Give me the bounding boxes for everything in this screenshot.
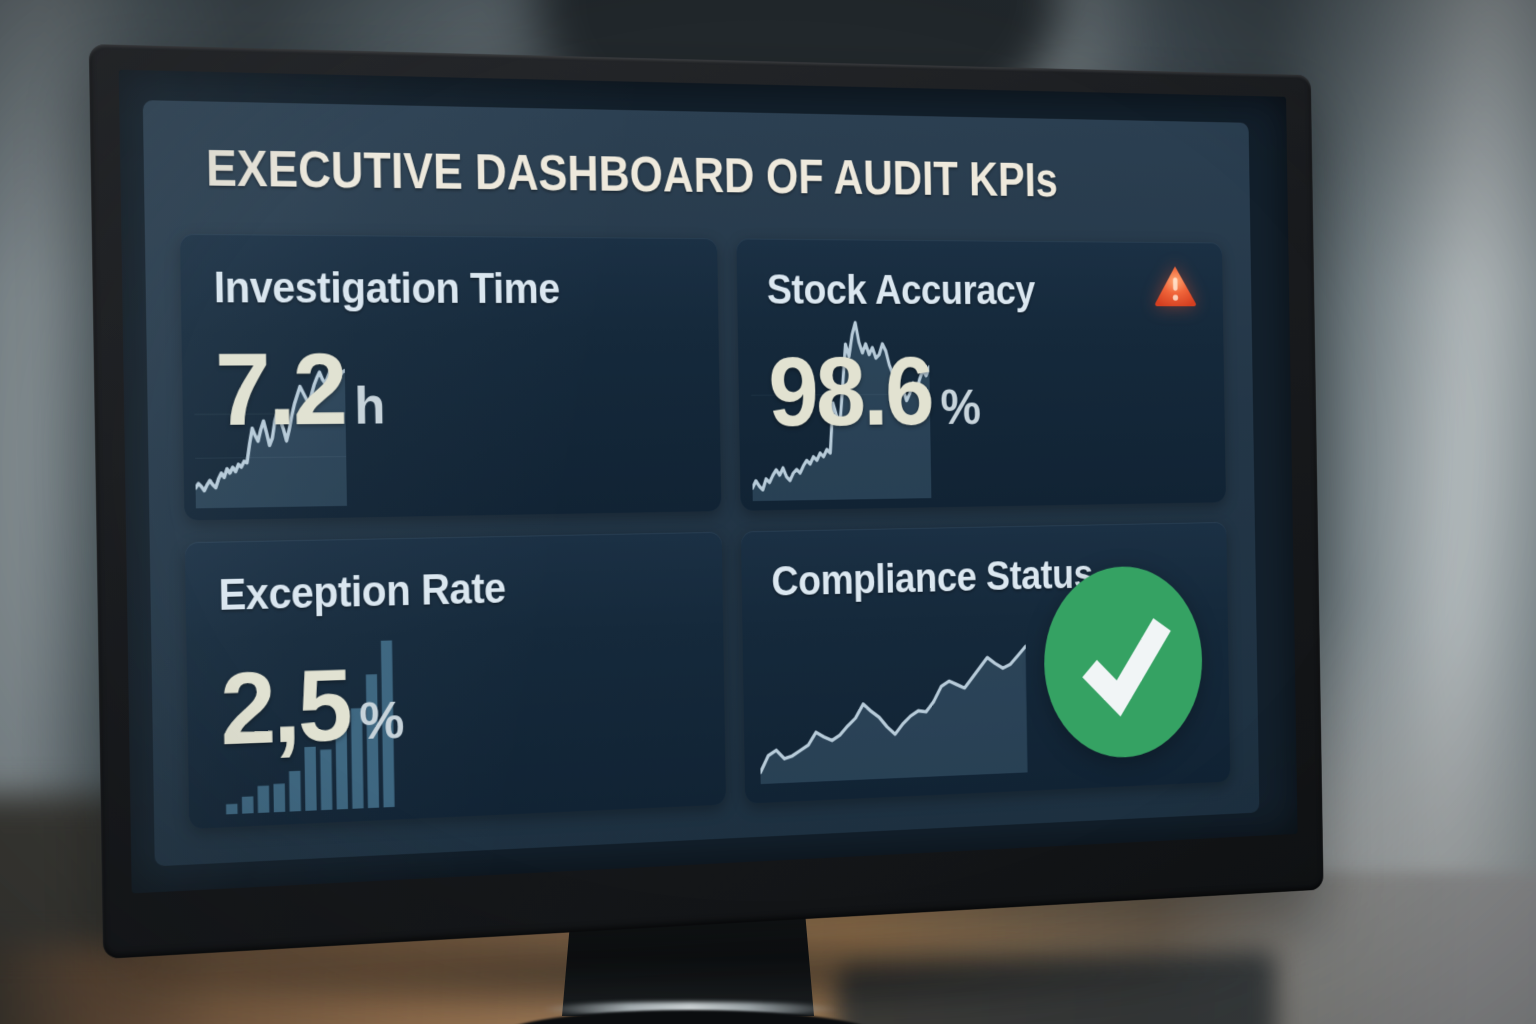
card-title: Exception Rate [218, 562, 507, 620]
card-stock-accuracy: Stock Accuracy [736, 238, 1226, 511]
monitor-stand-base [498, 1010, 882, 1024]
dashboard-title: EXECUTIVE DASHBOARD OF AUDIT KPIs [205, 140, 1059, 207]
investigation-time-chart [193, 351, 347, 509]
card-investigation-time: Investigation Time 7.2 h [179, 233, 722, 521]
monitor: EXECUTIVE DASHBOARD OF AUDIT KPIs Invest… [88, 44, 1324, 959]
kpi-unit: % [940, 379, 982, 436]
kpi: 98.6% [768, 338, 982, 447]
kpi-unit: % [358, 690, 405, 751]
dashboard-panel: EXECUTIVE DASHBOARD OF AUDIT KPIs Invest… [142, 100, 1260, 867]
compliance-status-chart [758, 633, 1028, 785]
kpi: 7.2 h [214, 333, 386, 448]
kpi-value: 2,5 [219, 648, 351, 768]
stock-accuracy-chart [750, 305, 932, 502]
warning-triangle-icon [1154, 266, 1196, 307]
kpi-unit: h [353, 376, 386, 436]
kpi-value: 7.2 [214, 332, 346, 448]
card-title: Stock Accuracy [766, 265, 1036, 314]
kpi: 2,5% [219, 649, 405, 768]
kpi-grid: Investigation Time 7.2 h Stock Accuracy [179, 233, 1231, 829]
kpi-value: 98.6 [767, 338, 933, 448]
check-circle-icon [1040, 564, 1206, 761]
screen: EXECUTIVE DASHBOARD OF AUDIT KPIs Invest… [118, 69, 1298, 894]
card-compliance-status: Compliance Status [740, 521, 1231, 804]
exception-rate-chart [226, 640, 395, 815]
card-exception-rate: Exception Rate 2,5% [184, 531, 726, 829]
card-title: Investigation Time [213, 261, 561, 313]
